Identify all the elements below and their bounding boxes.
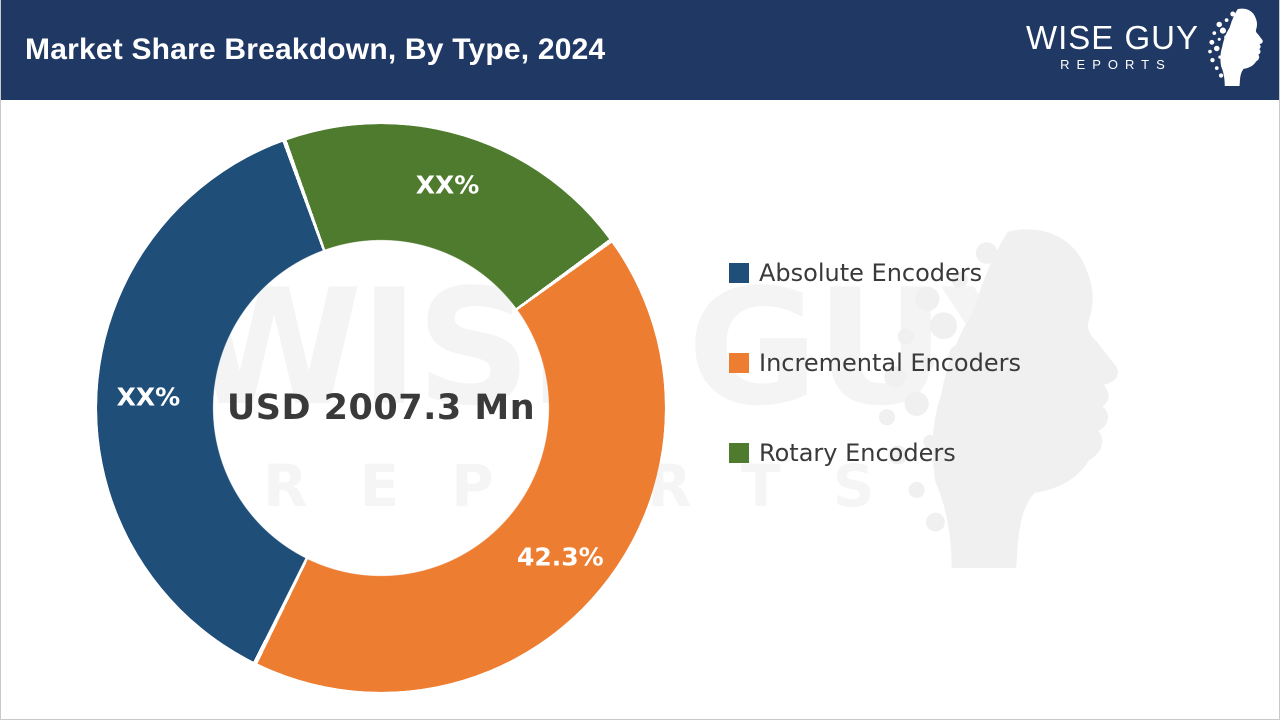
header-bar: Market Share Breakdown, By Type, 2024 WI… <box>1 0 1279 100</box>
slice-label-rotary-encoders: XX% <box>415 170 480 200</box>
slice-label-absolute-encoders: XX% <box>116 382 181 412</box>
legend-swatch-icon <box>729 443 749 463</box>
legend-item-incremental-encoders: Incremental Encoders <box>729 346 1021 380</box>
legend-swatch-icon <box>729 353 749 373</box>
donut-chart: XX% 42.3% XX% USD 2007.3 Mn <box>97 124 665 692</box>
slice-label-incremental-encoders: 42.3% <box>516 542 604 572</box>
logo-wise-guy-text: WISE GUY <box>1025 18 1199 56</box>
legend-item-rotary-encoders: Rotary Encoders <box>729 436 1021 470</box>
chart-legend: Absolute Encoders Incremental Encoders R… <box>729 256 1021 526</box>
logo-reports-text: REPORTS <box>1060 56 1172 72</box>
chart-center-value: USD 2007.3 Mn <box>226 388 536 428</box>
legend-item-absolute-encoders: Absolute Encoders <box>729 256 1021 290</box>
page-title: Market Share Breakdown, By Type, 2024 <box>25 33 606 66</box>
donut-ring <box>97 124 665 692</box>
logo-face-icon <box>1208 8 1263 86</box>
legend-swatch-icon <box>729 263 749 283</box>
wise-guy-reports-logo: WISE GUY REPORTS <box>1026 6 1265 86</box>
